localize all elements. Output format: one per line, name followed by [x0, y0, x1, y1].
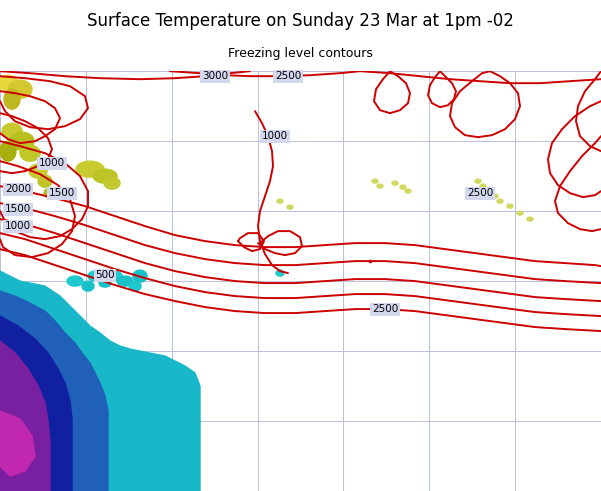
Text: 1000: 1000: [5, 221, 31, 231]
Text: Freezing level contours: Freezing level contours: [228, 47, 373, 60]
Polygon shape: [4, 89, 20, 109]
Text: 3000: 3000: [202, 71, 228, 81]
Polygon shape: [527, 217, 533, 221]
Text: 1500: 1500: [5, 204, 31, 214]
Polygon shape: [517, 211, 523, 215]
Polygon shape: [0, 341, 50, 491]
Polygon shape: [400, 185, 406, 189]
Polygon shape: [276, 270, 284, 276]
Polygon shape: [82, 281, 94, 291]
Polygon shape: [0, 141, 16, 161]
Text: Surface Temperature on Sunday 23 Mar at 1pm -02: Surface Temperature on Sunday 23 Mar at …: [87, 12, 514, 30]
Polygon shape: [497, 199, 503, 203]
Polygon shape: [108, 271, 122, 281]
Text: 1000: 1000: [262, 131, 288, 141]
Polygon shape: [475, 179, 481, 183]
Text: 1500: 1500: [49, 188, 75, 198]
Polygon shape: [277, 199, 283, 203]
Polygon shape: [0, 291, 108, 491]
Polygon shape: [76, 161, 104, 177]
Polygon shape: [117, 276, 133, 286]
Text: 2000: 2000: [5, 184, 31, 194]
Text: 2500: 2500: [467, 188, 493, 198]
Polygon shape: [287, 205, 293, 209]
Text: 2500: 2500: [372, 304, 398, 314]
Polygon shape: [0, 411, 35, 476]
Polygon shape: [392, 181, 398, 185]
Polygon shape: [0, 75, 18, 91]
Polygon shape: [20, 145, 40, 161]
Polygon shape: [67, 276, 83, 286]
Polygon shape: [10, 132, 34, 150]
Polygon shape: [372, 179, 378, 183]
Polygon shape: [405, 189, 411, 193]
Text: 2500: 2500: [275, 71, 301, 81]
Polygon shape: [29, 164, 47, 178]
Polygon shape: [487, 189, 493, 193]
Polygon shape: [0, 316, 72, 491]
Text: 500: 500: [95, 270, 115, 280]
Polygon shape: [38, 175, 52, 187]
Text: 1000: 1000: [39, 158, 65, 168]
Polygon shape: [129, 281, 141, 291]
Polygon shape: [8, 80, 32, 98]
Polygon shape: [0, 271, 200, 491]
Polygon shape: [377, 184, 383, 188]
Polygon shape: [88, 271, 102, 281]
Polygon shape: [44, 188, 56, 198]
Polygon shape: [480, 184, 486, 188]
Polygon shape: [93, 169, 117, 183]
Polygon shape: [99, 279, 111, 287]
Polygon shape: [104, 177, 120, 189]
Polygon shape: [492, 194, 498, 198]
Polygon shape: [507, 204, 513, 208]
Polygon shape: [133, 270, 147, 282]
Polygon shape: [2, 123, 22, 139]
